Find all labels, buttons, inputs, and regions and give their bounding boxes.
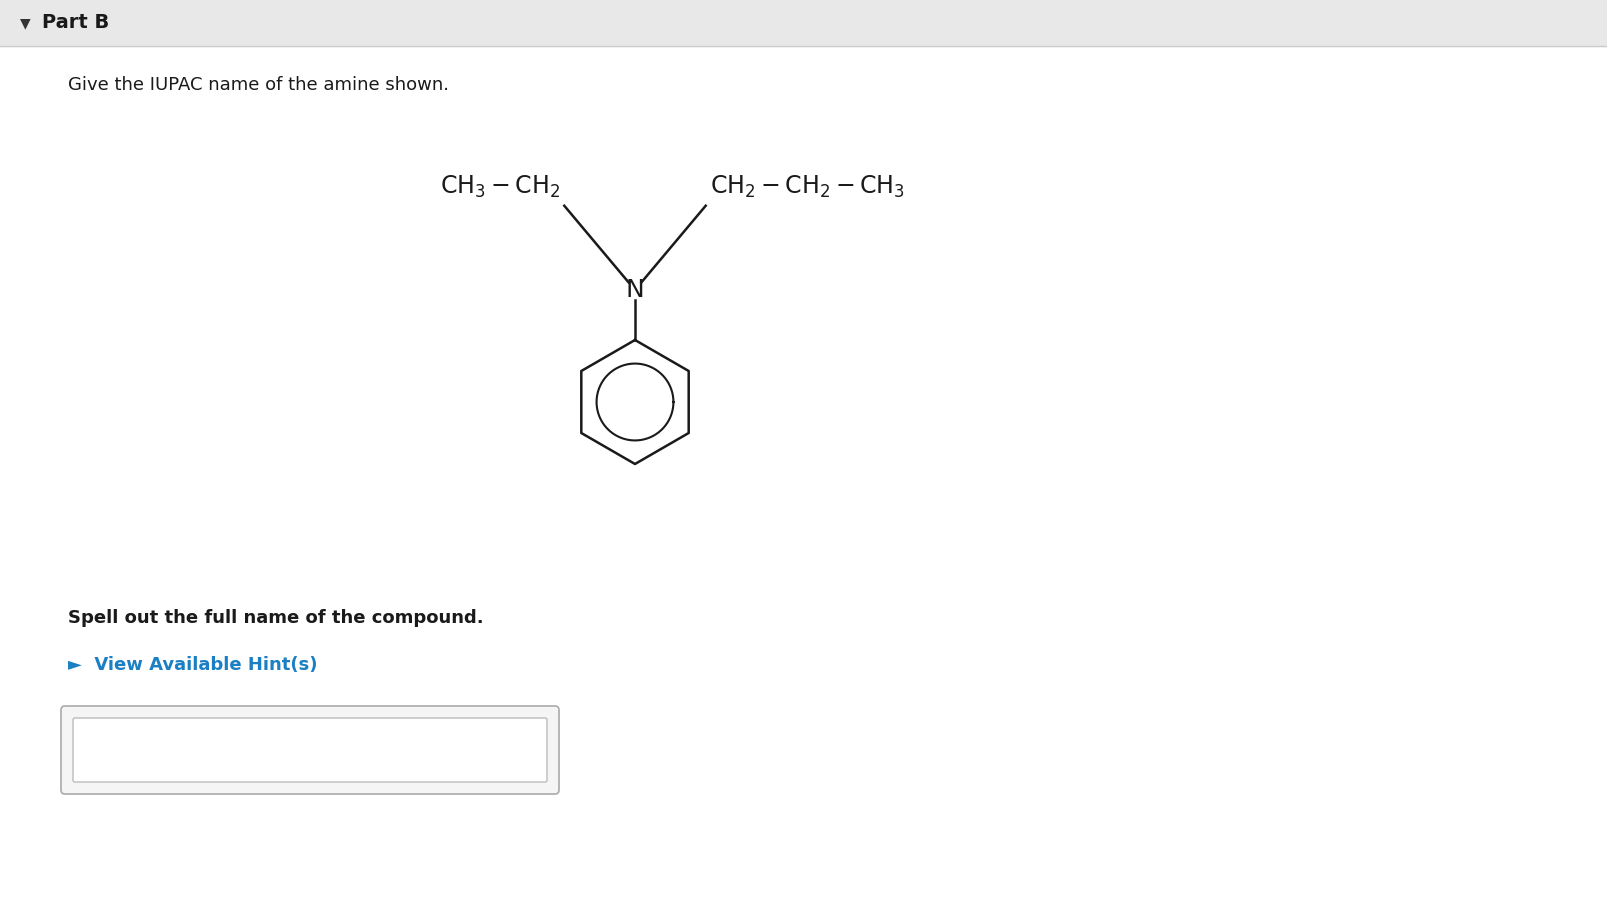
FancyBboxPatch shape xyxy=(61,706,559,794)
Text: Part B: Part B xyxy=(42,14,109,32)
FancyBboxPatch shape xyxy=(72,718,546,782)
Text: Give the IUPAC name of the amine shown.: Give the IUPAC name of the amine shown. xyxy=(67,76,448,94)
Text: ►  View Available Hint(s): ► View Available Hint(s) xyxy=(67,656,317,674)
Text: N: N xyxy=(625,278,644,302)
Text: $\mathregular{CH_2-CH_2-CH_3}$: $\mathregular{CH_2-CH_2-CH_3}$ xyxy=(709,174,905,200)
Text: Spell out the full name of the compound.: Spell out the full name of the compound. xyxy=(67,609,484,627)
Bar xyxy=(0,0,1607,46)
Text: $\mathregular{CH_3-CH_2}$: $\mathregular{CH_3-CH_2}$ xyxy=(440,174,559,200)
Text: ▼: ▼ xyxy=(19,16,31,30)
